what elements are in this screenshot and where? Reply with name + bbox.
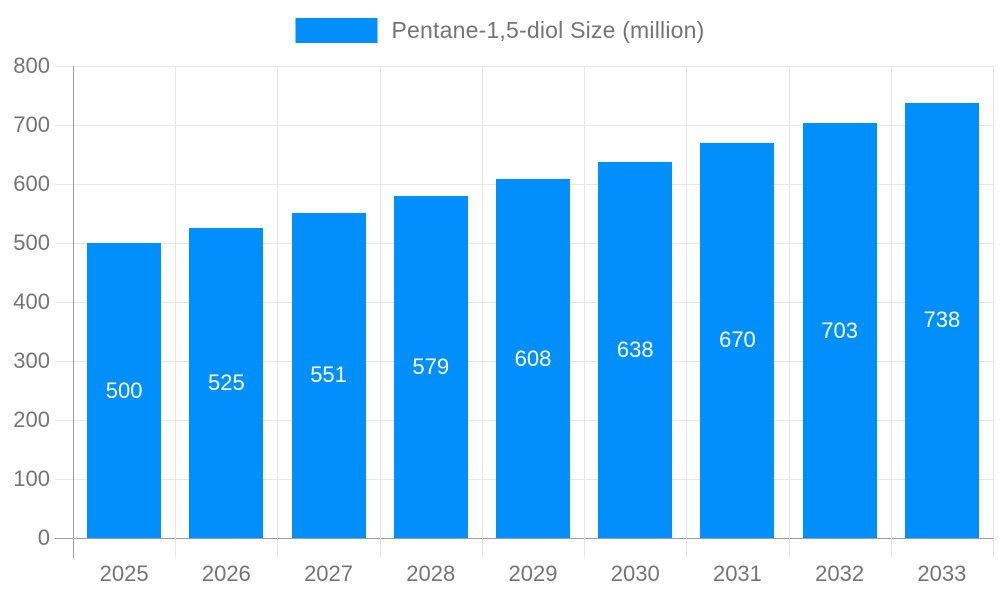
x-axis-tick-label: 2031 (712, 561, 762, 586)
bar-2026: 525 (189, 228, 264, 538)
x-axis-tick-label: 2029 (508, 561, 558, 586)
gridline-vertical (277, 66, 279, 558)
y-axis-tick-label: 400 (13, 289, 50, 314)
y-axis-tick-label: 0 (37, 525, 50, 550)
bar-2027: 551 (291, 212, 366, 538)
x-axis-tick-label: 2028 (406, 561, 456, 586)
bar-2025: 500 (87, 243, 162, 538)
bar-value-label: 703 (821, 317, 859, 343)
x-axis-tick-label: 2027 (304, 561, 354, 586)
bar-2031: 670 (700, 142, 775, 538)
bar-value-label: 608 (514, 345, 552, 371)
bar-value-label: 500 (105, 377, 143, 403)
gridline-horizontal (55, 125, 993, 126)
gridline-vertical (788, 66, 790, 558)
legend[interactable]: Pentane-1,5-diol Size (million) (295, 17, 704, 44)
y-axis-tick-label: 700 (13, 112, 50, 137)
gridline-vertical (481, 66, 483, 558)
x-axis-tick-label: 2026 (201, 561, 251, 586)
y-axis-tick-label: 800 (13, 53, 50, 78)
x-axis-baseline (55, 538, 993, 539)
gridline-horizontal (55, 66, 993, 67)
legend-swatch-icon (295, 18, 378, 43)
gridline-vertical (890, 66, 892, 558)
gridline-vertical (379, 66, 381, 558)
plot-area: 500 525 551 579 608 638 670 703 738 (55, 66, 994, 558)
bar-value-label: 638 (616, 336, 654, 362)
x-axis-tick-label: 2030 (610, 561, 660, 586)
y-axis-tick-label: 200 (13, 407, 50, 432)
x-axis-tick-label: 2025 (99, 561, 149, 586)
x-axis-tick-label: 2032 (815, 561, 865, 586)
bar-value-label: 670 (719, 327, 756, 353)
bar-2029: 608 (496, 179, 570, 538)
bar-2032: 703 (802, 123, 877, 538)
bar-2030: 638 (598, 161, 673, 538)
y-axis-tick-label: 500 (13, 230, 50, 255)
y-axis-line (73, 66, 74, 558)
gridline-vertical (584, 66, 586, 558)
bar-value-label: 579 (412, 354, 450, 380)
bar-2028: 579 (393, 196, 468, 538)
gridline-vertical (686, 66, 688, 558)
y-axis-tick-label: 300 (13, 348, 50, 373)
y-axis-tick-label: 100 (13, 466, 50, 491)
bar-value-label: 551 (310, 362, 347, 388)
bar-value-label: 525 (207, 370, 245, 396)
legend-label: Pentane-1,5-diol Size (million) (391, 17, 705, 43)
y-axis-tick-label: 600 (13, 171, 50, 196)
bar-value-label: 738 (923, 307, 961, 333)
gridline-vertical (993, 66, 994, 558)
x-axis-tick-label: 2033 (917, 561, 967, 586)
bar-2033: 738 (904, 102, 979, 538)
gridline-vertical (175, 66, 177, 558)
